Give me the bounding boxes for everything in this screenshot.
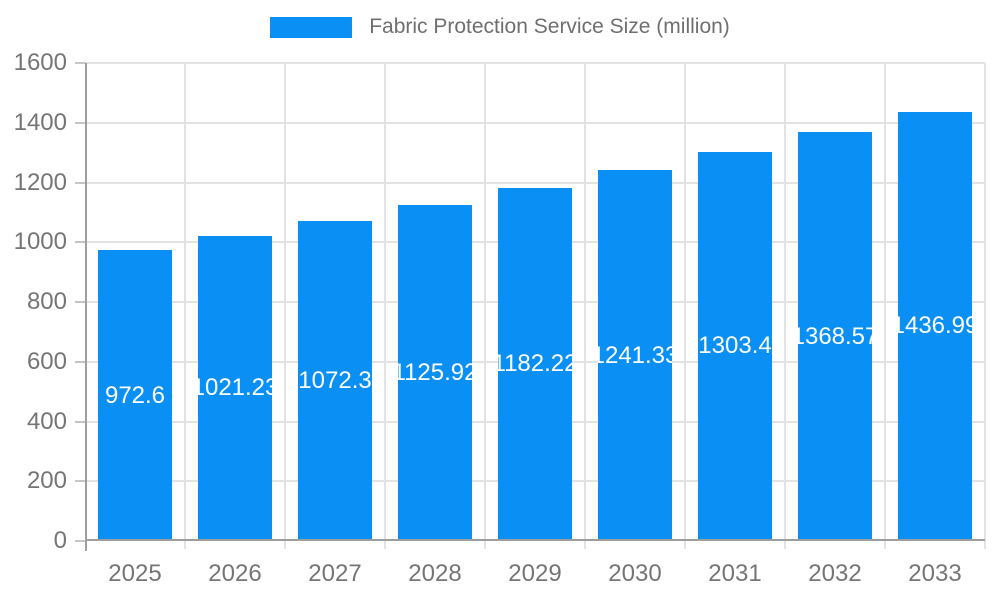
bar-value-label: 972.6: [104, 381, 166, 409]
y-axis-line: [85, 63, 87, 551]
bar-value-label: 1021.23: [198, 374, 272, 402]
v-gridline: [384, 63, 386, 549]
bar-value-label: 1182.22: [498, 350, 572, 378]
bar-value-label: 1368.57: [798, 322, 872, 350]
x-axis-label: 2030: [608, 560, 662, 587]
h-gridline: [85, 181, 985, 184]
y-axis-tick: [75, 480, 85, 483]
chart-legend[interactable]: Fabric Protection Service Size (million): [0, 15, 1000, 39]
y-axis-label: 600: [26, 347, 67, 375]
bar-value-label: 1436.99: [898, 312, 972, 340]
y-axis-label: 1600: [13, 49, 67, 76]
v-gridline: [684, 63, 686, 549]
y-axis-tick: [75, 420, 85, 423]
v-gridline: [884, 63, 886, 549]
bar-2027[interactable]: 1072.3: [298, 220, 372, 541]
v-gridline: [484, 63, 486, 549]
x-axis-label: 2032: [808, 560, 862, 587]
bar-value-label: 1072.3: [298, 366, 372, 394]
y-axis-tick: [75, 121, 85, 124]
y-axis-label: 1400: [13, 108, 67, 136]
bar-2025[interactable]: 972.6: [98, 250, 172, 541]
bar-2030[interactable]: 1241.33: [598, 170, 672, 541]
y-axis-tick: [75, 181, 85, 184]
bar-2031[interactable]: 1303.4: [698, 151, 772, 541]
x-axis-label: 2027: [308, 560, 362, 587]
x-axis-label: 2028: [408, 560, 462, 587]
h-gridline: [85, 62, 985, 64]
bar-value-label: 1125.92: [398, 358, 472, 386]
bar-value-label: 1303.4: [698, 332, 772, 360]
plot-area: 0 200 400 600 800 1000 1200 1400 1600 972.6 2025 10…: [14, 49, 986, 587]
bar-value-label: 1241.33: [598, 341, 672, 369]
y-axis-tick: [75, 360, 85, 363]
y-axis-tick: [75, 241, 85, 244]
y-axis-label: 200: [26, 467, 67, 495]
y-axis-tick: [75, 540, 85, 542]
v-gridline: [184, 63, 186, 549]
y-axis-label: 800: [26, 288, 67, 315]
bar-2033[interactable]: 1436.99: [898, 111, 972, 541]
v-gridline: [984, 63, 986, 549]
x-axis-label: 2025: [108, 560, 162, 587]
x-axis-label: 2029: [508, 560, 562, 587]
h-gridline: [85, 121, 985, 124]
v-gridline: [584, 63, 586, 549]
x-axis-line: [85, 539, 985, 541]
v-gridline: [784, 63, 786, 549]
y-axis-tick: [75, 301, 85, 303]
bar-2032[interactable]: 1368.57: [798, 132, 872, 541]
bar-2026[interactable]: 1021.23: [198, 235, 272, 541]
y-axis-label: 400: [26, 407, 67, 435]
x-axis-label: 2031: [708, 560, 762, 587]
x-axis-label: 2033: [908, 560, 962, 587]
y-axis-label: 0: [53, 527, 67, 554]
y-axis-tick: [75, 62, 85, 64]
legend-label: Fabric Protection Service Size (million): [369, 15, 730, 38]
v-gridline: [284, 63, 286, 549]
bar-2029[interactable]: 1182.22: [498, 187, 572, 541]
bar-2028[interactable]: 1125.92: [398, 204, 472, 541]
legend-color-swatch: [270, 16, 353, 38]
y-axis-label: 1000: [13, 228, 67, 256]
x-axis-label: 2026: [208, 560, 262, 587]
y-axis-label: 1200: [13, 168, 67, 196]
